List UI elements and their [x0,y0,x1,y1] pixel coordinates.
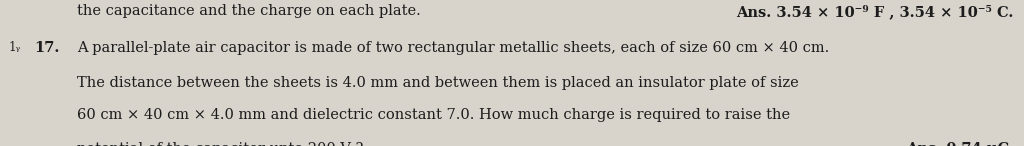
Text: 60 cm × 40 cm × 4.0 mm and dielectric constant 7.0. How much charge is required : 60 cm × 40 cm × 4.0 mm and dielectric co… [77,108,790,122]
Text: The distance between the sheets is 4.0 mm and between them is placed an insulato: The distance between the sheets is 4.0 m… [77,76,799,90]
Text: 1ᵧ: 1ᵧ [8,41,20,54]
Text: the capacitance and the charge on each plate.: the capacitance and the charge on each p… [77,4,421,18]
Text: Ans. 0.74 μC.: Ans. 0.74 μC. [906,142,1014,146]
Text: Ans. 3.54 × 10⁻⁹ F , 3.54 × 10⁻⁵ C.: Ans. 3.54 × 10⁻⁹ F , 3.54 × 10⁻⁵ C. [736,4,1014,19]
Text: potential of the capacitor upto 200 V ?: potential of the capacitor upto 200 V ? [77,142,364,146]
Text: 17.: 17. [34,41,59,55]
Text: A parallel-plate air capacitor is made of two rectangular metallic sheets, each : A parallel-plate air capacitor is made o… [77,41,829,55]
